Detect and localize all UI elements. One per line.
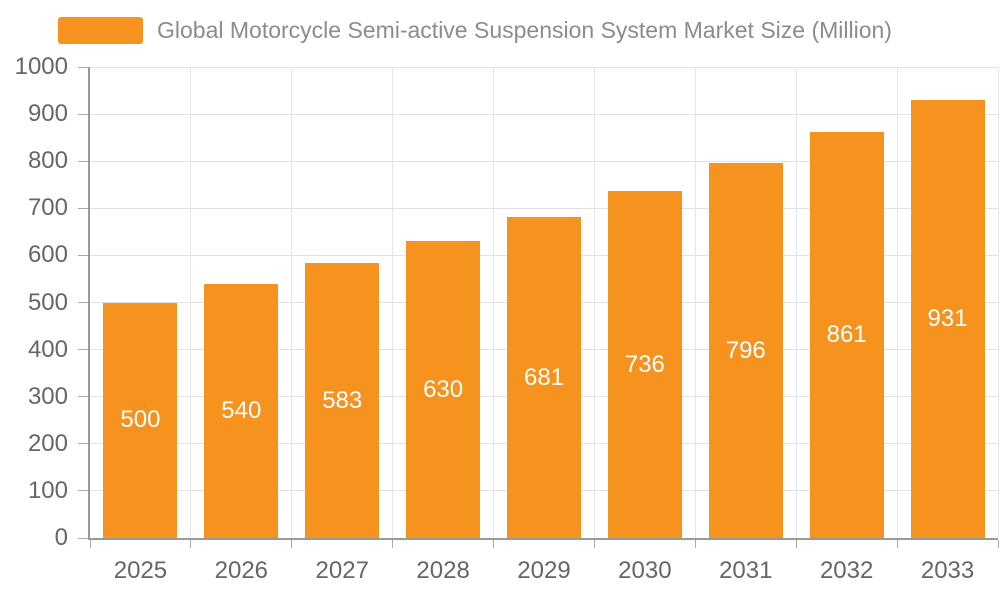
- x-axis-tick: [593, 540, 595, 548]
- bar-value-label: 796: [725, 336, 766, 364]
- x-axis-tick: [896, 540, 898, 548]
- y-axis-tick: [78, 302, 88, 303]
- bar-value-label: 736: [624, 350, 665, 378]
- x-axis-label: 2026: [214, 557, 269, 584]
- bar: 583: [305, 263, 380, 538]
- x-gridline: [493, 67, 495, 538]
- y-axis-label: 1000: [14, 53, 68, 80]
- y-axis-label: 700: [27, 194, 68, 222]
- x-gridline: [997, 67, 999, 538]
- x-gridline: [694, 67, 696, 538]
- legend[interactable]: Global Motorcycle Semi-active Suspension…: [58, 14, 892, 46]
- bar-value-label: 931: [927, 304, 968, 332]
- y-axis-tick: [78, 537, 88, 539]
- x-axis-label: 2029: [517, 557, 571, 584]
- x-axis-label: 2028: [416, 557, 470, 584]
- x-gridline: [392, 67, 394, 538]
- x-axis-tick: [392, 540, 394, 548]
- x-axis-label: 2031: [719, 557, 773, 584]
- y-gridline: [90, 113, 998, 115]
- bar: 630: [406, 241, 481, 538]
- bar: 540: [204, 283, 279, 538]
- y-axis-label: 500: [27, 288, 68, 316]
- y-axis-tick: [78, 113, 88, 115]
- x-gridline: [593, 67, 595, 538]
- x-axis-tick: [694, 540, 696, 548]
- bar: 796: [708, 163, 783, 538]
- x-axis-label: 2030: [618, 557, 672, 584]
- y-axis-label: 900: [27, 100, 68, 128]
- y-axis-tick: [78, 160, 88, 162]
- x-axis-label: 2025: [113, 557, 168, 584]
- bar-value-label: 500: [120, 406, 161, 434]
- x-gridline: [291, 67, 293, 538]
- y-axis-label: 0: [54, 524, 68, 551]
- y-axis-tick: [78, 207, 88, 209]
- bar-value-label: 630: [423, 375, 464, 403]
- bar-value-label: 583: [322, 386, 363, 414]
- bar: 861: [809, 132, 884, 538]
- y-axis-tick: [78, 396, 88, 398]
- y-gridline: [90, 66, 998, 68]
- legend-swatch[interactable]: [58, 16, 143, 44]
- bar: 931: [910, 99, 985, 538]
- y-axis-label: 800: [27, 147, 68, 175]
- bar-value-label: 540: [221, 396, 262, 424]
- y-axis-tick: [78, 443, 88, 445]
- y-axis-tick: [78, 349, 88, 351]
- y-axis-label: 600: [27, 241, 68, 269]
- x-axis-tick: [190, 540, 192, 548]
- x-axis-label: 2027: [315, 557, 369, 584]
- y-axis-labels: 0 100 200 300 400 500 600 700 800 900 1000: [0, 54, 68, 551]
- x-axis-tick: [291, 540, 293, 548]
- bar: 500: [103, 302, 178, 538]
- x-axis-label: 2032: [819, 557, 874, 584]
- y-axis-tick: [78, 66, 88, 68]
- x-axis-tick: [997, 540, 999, 548]
- bar: 736: [607, 191, 682, 538]
- bar: 681: [507, 217, 581, 538]
- y-axis-tick: [78, 254, 88, 256]
- x-gridline: [190, 67, 192, 538]
- x-axis-label: 2033: [920, 557, 975, 584]
- y-axis-label: 100: [27, 476, 68, 504]
- y-axis-label: 400: [27, 335, 68, 363]
- x-axis-tick: [89, 540, 91, 548]
- y-gridline: [90, 207, 998, 209]
- x-axis-tick: [795, 540, 797, 548]
- y-axis-label: 300: [27, 382, 68, 410]
- y-gridline: [90, 160, 998, 162]
- bar-value-label: 861: [826, 321, 867, 349]
- bar-value-label: 681: [523, 363, 565, 391]
- x-axis-tick: [493, 540, 495, 548]
- x-gridline: [795, 67, 797, 538]
- y-axis-tick: [78, 490, 88, 492]
- legend-label[interactable]: Global Motorcycle Semi-active Suspension…: [157, 17, 892, 43]
- y-axis-label: 200: [27, 429, 68, 457]
- x-gridline: [896, 67, 898, 538]
- plot-area: 500 2025 540 2026 583 2027 630 2028 681 2029 736 20…: [78, 66, 999, 584]
